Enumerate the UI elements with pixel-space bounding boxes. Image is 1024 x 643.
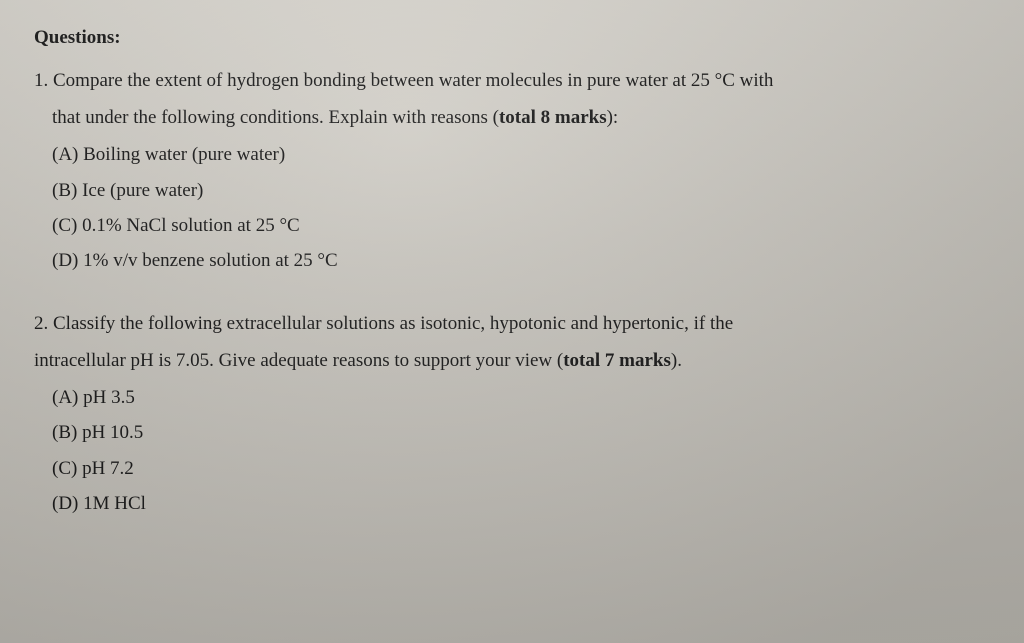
- question-1-options: (A) Boiling water (pure water) (B) Ice (…: [34, 137, 996, 278]
- question-2-marks: total 7 marks: [563, 350, 671, 371]
- question-1-line-2-pre: that under the following conditions. Exp…: [52, 107, 499, 128]
- question-2-option-b: (B) pH 10.5: [52, 415, 996, 450]
- questions-heading: Questions:: [34, 20, 996, 55]
- question-1: 1. Compare the extent of hydrogen bondin…: [34, 63, 996, 278]
- question-1-line-2: that under the following conditions. Exp…: [34, 100, 996, 135]
- question-1-option-a: (A) Boiling water (pure water): [52, 137, 996, 172]
- question-1-option-b: (B) Ice (pure water): [52, 173, 996, 208]
- question-1-line-2-post: ):: [607, 107, 619, 128]
- question-2-line-2: intracellular pH is 7.05. Give adequate …: [34, 343, 996, 378]
- question-2-line-1: 2. Classify the following extracellular …: [34, 306, 996, 341]
- question-2-option-c: (C) pH 7.2: [52, 451, 996, 486]
- question-1-marks: total 8 marks: [499, 107, 607, 128]
- question-1-line-1: 1. Compare the extent of hydrogen bondin…: [34, 63, 996, 98]
- question-2-option-d: (D) 1M HCl: [52, 486, 996, 521]
- question-1-option-c: (C) 0.1% NaCl solution at 25 °C: [52, 208, 996, 243]
- question-2: 2. Classify the following extracellular …: [34, 306, 996, 521]
- question-2-option-a: (A) pH 3.5: [52, 380, 996, 415]
- question-2-line-2-pre: intracellular pH is 7.05. Give adequate …: [34, 350, 563, 371]
- question-1-option-d: (D) 1% v/v benzene solution at 25 °C: [52, 243, 996, 278]
- question-2-line-2-post: ).: [671, 350, 682, 371]
- question-2-options: (A) pH 3.5 (B) pH 10.5 (C) pH 7.2 (D) 1M…: [34, 380, 996, 521]
